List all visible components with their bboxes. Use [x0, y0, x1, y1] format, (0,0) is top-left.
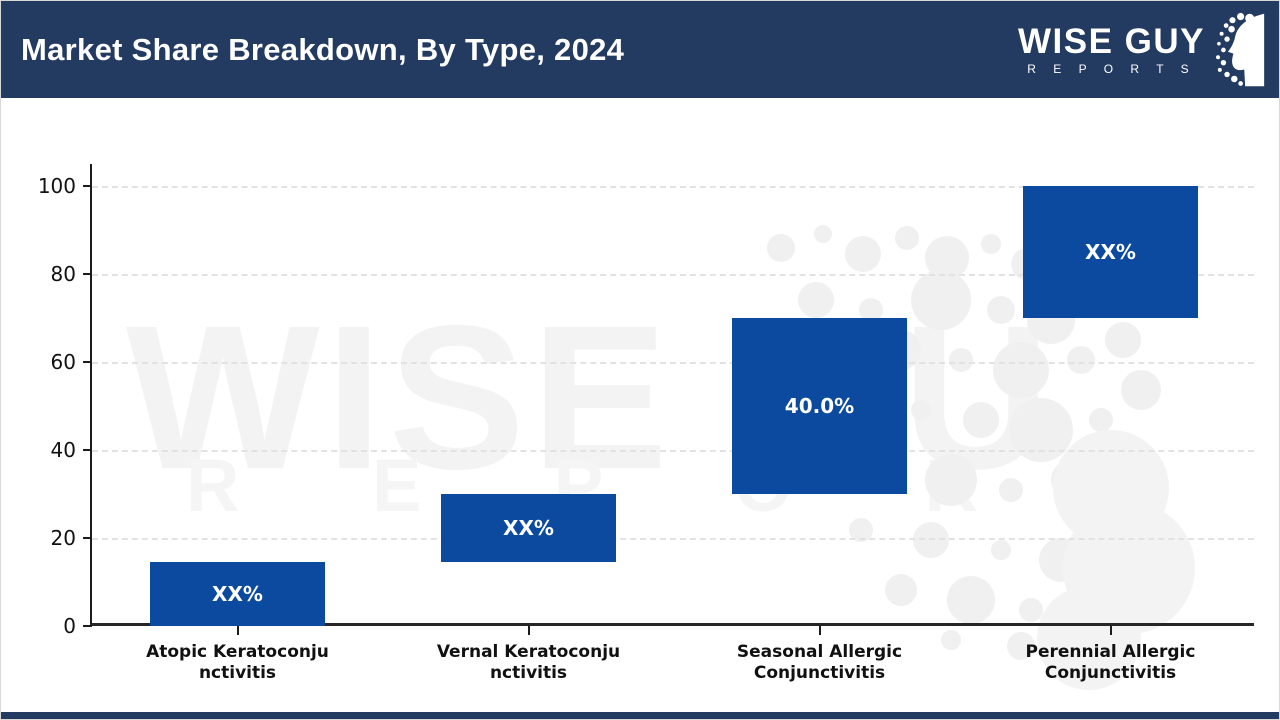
logo-face-icon — [1216, 12, 1265, 87]
x-axis-tick — [527, 626, 530, 635]
chart: WISE GU R E P O R T — [1, 98, 1279, 714]
bar: 40.0% — [732, 318, 907, 494]
wise-guy-logo: WISE GUY R E P O R T S — [1018, 11, 1267, 89]
x-axis-tick — [818, 626, 821, 635]
gridline — [92, 186, 1254, 188]
bar-value-label: 40.0% — [784, 394, 855, 418]
y-axis-tick — [83, 185, 92, 187]
y-tick-label: 80 — [50, 262, 76, 286]
x-axis-tick — [1109, 626, 1112, 635]
y-axis-tick — [83, 273, 92, 275]
bar: XX% — [1023, 186, 1198, 318]
y-tick-label: 20 — [50, 526, 76, 550]
y-axis-tick — [83, 625, 92, 627]
gridline — [92, 274, 1254, 276]
y-tick-label: 60 — [50, 350, 76, 374]
logo-subtitle: R E P O R T S — [1027, 62, 1196, 77]
logo-text: WISE GUY R E P O R T S — [1017, 21, 1205, 77]
x-axis-tick — [236, 626, 239, 635]
y-tick-label: 100 — [37, 174, 76, 198]
footer-bar — [1, 712, 1279, 719]
bar: XX% — [150, 562, 325, 626]
y-tick-label: 40 — [50, 438, 76, 462]
logo-wordmark: WISE GUY — [1017, 21, 1205, 61]
y-axis-tick — [83, 537, 92, 539]
gridline — [92, 450, 1254, 452]
bar: XX% — [441, 494, 616, 563]
y-axis-tick — [83, 361, 92, 363]
x-category-label: Vernal Keratoconju nctivitis — [436, 642, 621, 683]
y-axis-tick — [83, 449, 92, 451]
x-category-label: Seasonal Allergic Conjunctivitis — [736, 642, 903, 683]
y-tick-label: 0 — [63, 614, 76, 638]
bar-value-label: XX% — [1085, 240, 1136, 264]
page-title: Market Share Breakdown, By Type, 2024 — [21, 31, 625, 67]
gridline — [92, 538, 1254, 540]
x-category-label: Atopic Keratoconju nctivitis — [146, 642, 329, 683]
bar-value-label: XX% — [503, 516, 554, 541]
plot-area: 0 20 40 60 80 100 XX% Atopic Keratoconju nctivi… — [38, 164, 1254, 683]
bar-value-label: XX% — [212, 582, 263, 607]
header: Market Share Breakdown, By Type, 2024 WI… — [1, 1, 1279, 98]
gridline — [92, 362, 1254, 364]
watermark-subtitle: R E P O R T — [186, 444, 1212, 527]
x-category-label: Perennial Allergic Conjunctivitis — [1025, 642, 1196, 683]
watermark-dots-pattern — [751, 220, 1195, 690]
